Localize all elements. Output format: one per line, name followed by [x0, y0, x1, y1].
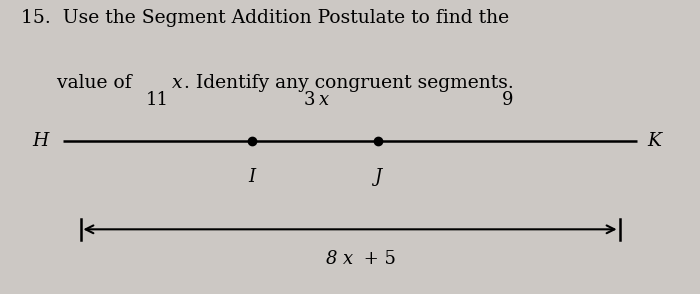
- Text: x: x: [172, 74, 182, 91]
- Text: 9: 9: [502, 91, 513, 109]
- Text: H: H: [33, 132, 49, 150]
- Text: x: x: [318, 91, 328, 109]
- Text: I: I: [248, 168, 256, 186]
- Text: . Identify any congruent segments.: . Identify any congruent segments.: [184, 74, 514, 91]
- Text: 11: 11: [146, 91, 169, 109]
- Text: x: x: [343, 250, 353, 268]
- Text: K: K: [648, 132, 661, 150]
- Text: 3: 3: [304, 91, 315, 109]
- Text: 15.  Use the Segment Addition Postulate to find the: 15. Use the Segment Addition Postulate t…: [21, 9, 509, 27]
- Text: 8: 8: [326, 250, 337, 268]
- Text: J: J: [374, 168, 382, 186]
- Text: value of: value of: [21, 74, 138, 91]
- Text: + 5: + 5: [358, 250, 396, 268]
